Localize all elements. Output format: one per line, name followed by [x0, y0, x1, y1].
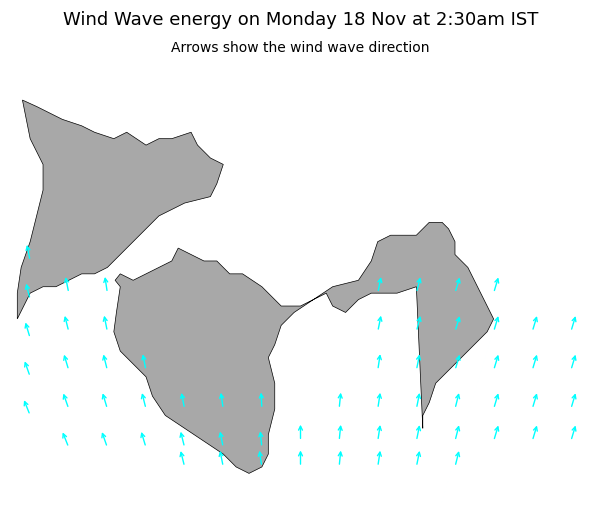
Text: Arrows show the wind wave direction: Arrows show the wind wave direction: [171, 41, 430, 55]
Text: Wind Wave energy on Monday 18 Nov at 2:30am IST: Wind Wave energy on Monday 18 Nov at 2:3…: [63, 11, 538, 29]
Polygon shape: [17, 100, 223, 319]
Polygon shape: [114, 222, 493, 474]
